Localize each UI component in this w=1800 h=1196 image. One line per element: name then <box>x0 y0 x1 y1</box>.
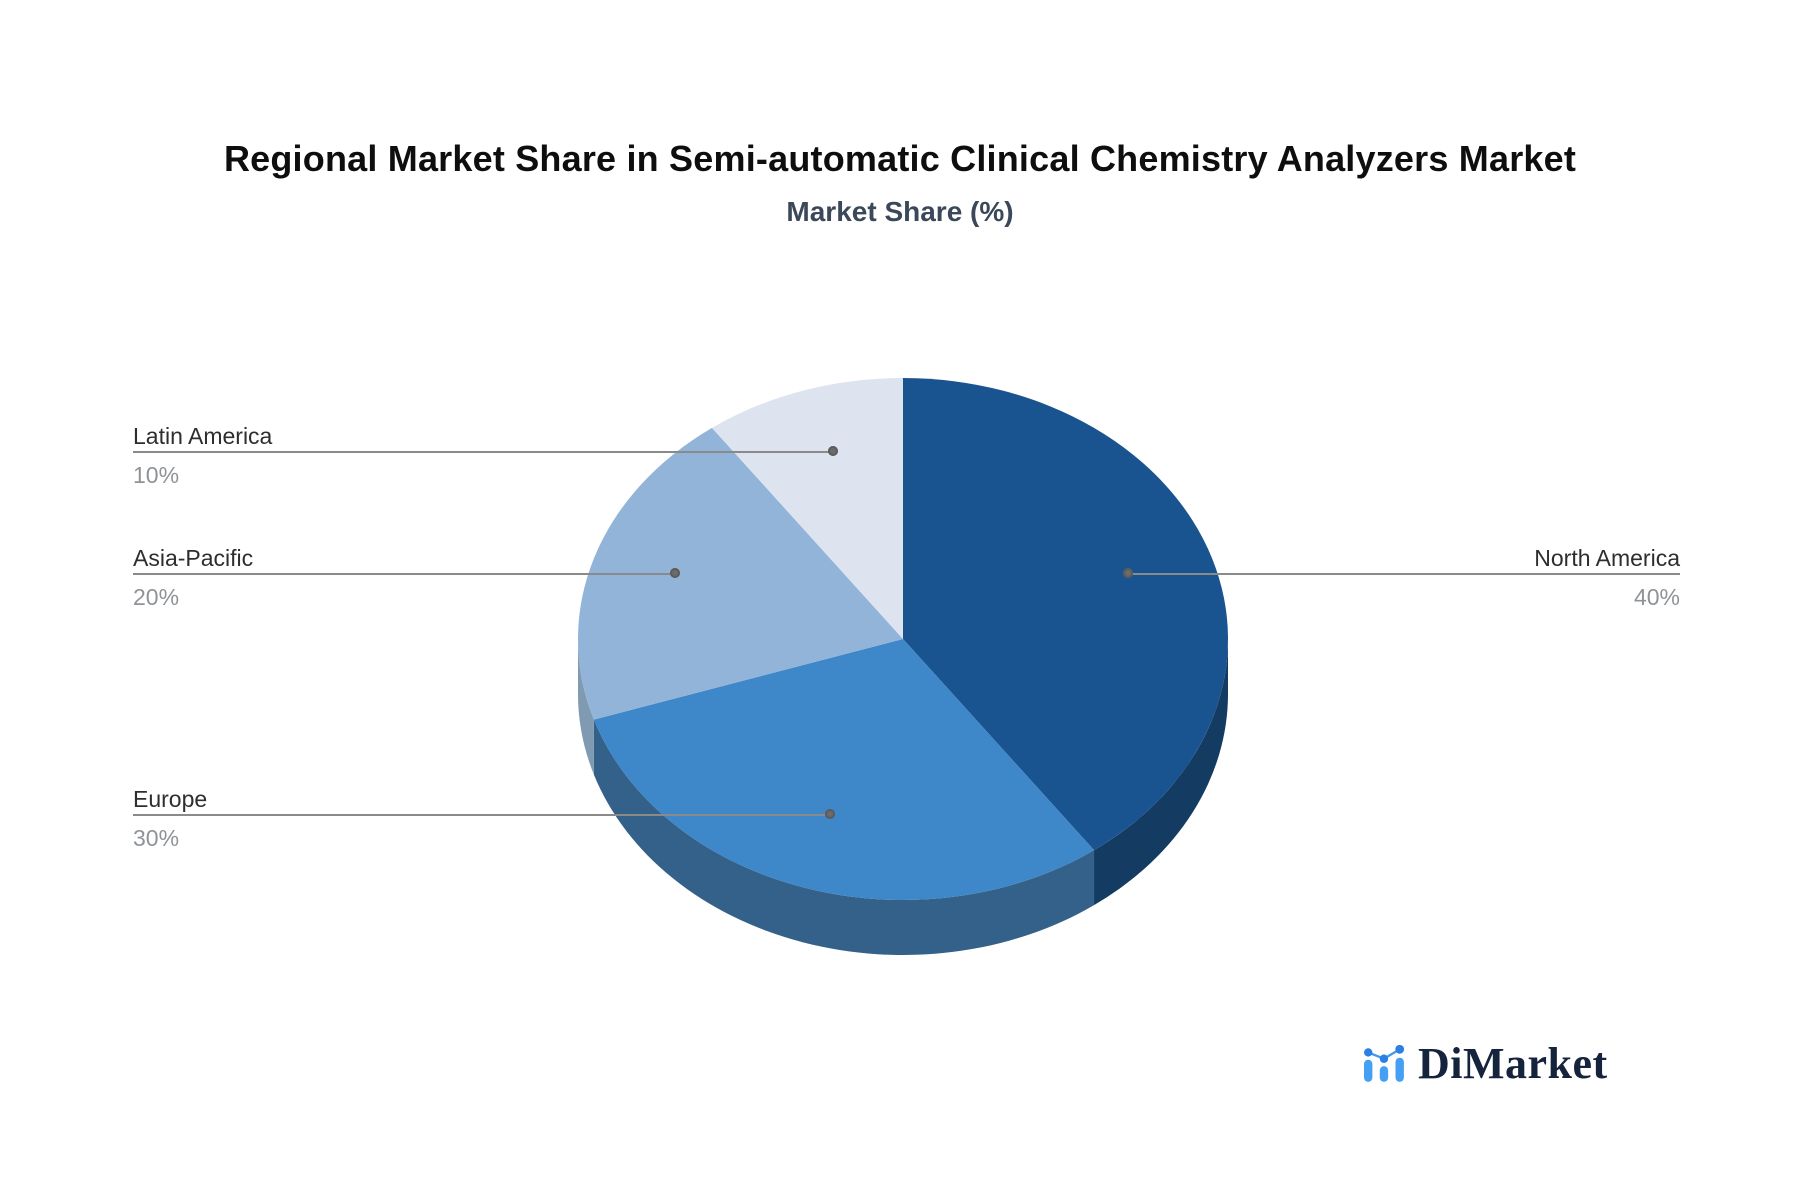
leader-line-europe <box>133 814 830 816</box>
leader-dot-latin-america <box>828 446 838 456</box>
logo-text: DiMarket <box>1418 1039 1608 1088</box>
label-latin-america: Latin America <box>133 423 273 449</box>
chart-subtitle: Market Share (%) <box>786 196 1014 227</box>
label-asia-pacific: Asia-Pacific <box>133 545 254 571</box>
leader-line-north-america <box>1128 573 1680 575</box>
logo-bar-left <box>1364 1059 1373 1082</box>
logo-bar-right <box>1395 1057 1404 1082</box>
pie-slice-latin-america[interactable] <box>711 378 903 639</box>
logo-dot-middle <box>1379 1054 1389 1063</box>
bar-chart-logo-icon <box>1364 1044 1405 1082</box>
logo-dot-right <box>1395 1044 1405 1054</box>
value-asia-pacific: 20% <box>133 584 180 610</box>
pie-slice-asia-pacific[interactable] <box>577 427 903 720</box>
leader-line-latin-america <box>133 451 833 453</box>
pie-slice-side-europe[interactable] <box>593 719 1095 955</box>
pie-slice-europe[interactable] <box>593 639 1095 900</box>
chart-title: Regional Market Share in Semi-automatic … <box>223 138 1577 179</box>
logo[interactable]: DiMarket <box>1364 1040 1608 1088</box>
logo-bar-middle <box>1379 1066 1389 1082</box>
pie-slice-side-asia-pacific[interactable] <box>578 639 594 775</box>
leader-dot-europe <box>825 809 835 819</box>
value-latin-america: 10% <box>133 462 180 488</box>
leader-dot-asia-pacific <box>670 568 680 578</box>
leader-dot-north-america <box>1123 568 1133 578</box>
value-europe: 30% <box>133 825 180 851</box>
value-north-america: 40% <box>1633 584 1680 610</box>
pie-slice-north-america[interactable] <box>903 378 1228 851</box>
leader-line-asia-pacific <box>133 573 675 575</box>
label-europe: Europe <box>133 786 208 812</box>
label-north-america: North America <box>1534 545 1680 571</box>
pie-slice-side-north-america[interactable] <box>1094 639 1228 906</box>
logo-dot-left <box>1364 1048 1373 1057</box>
